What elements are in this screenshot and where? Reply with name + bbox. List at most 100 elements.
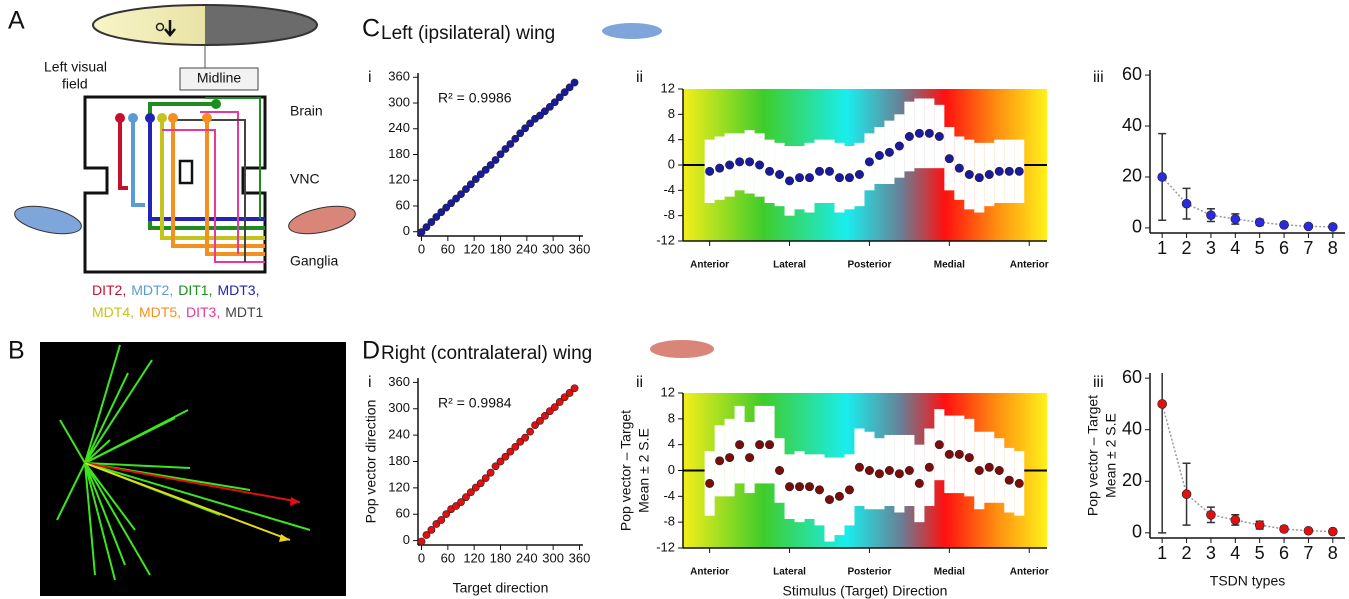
region-label: VNC xyxy=(290,171,320,187)
data-point xyxy=(1328,222,1338,232)
x-tick-label: 4 xyxy=(1230,238,1240,258)
data-point xyxy=(864,465,874,475)
y-tick-label: 40 xyxy=(1122,115,1142,135)
data-point xyxy=(442,203,451,212)
data-point xyxy=(427,525,436,534)
data-point xyxy=(471,175,480,183)
data-point xyxy=(795,173,805,183)
y-axis-label: Mean ± 2 S.E xyxy=(636,428,652,513)
neuron-paths xyxy=(118,97,265,263)
x-tick-label: 1 xyxy=(1157,238,1167,258)
subpanel-label: ii xyxy=(636,69,643,86)
section-title: Left (ipsilateral) wing xyxy=(381,23,555,44)
x-tick-label: 60 xyxy=(441,550,455,565)
data-point xyxy=(496,457,505,466)
right-wing-icon xyxy=(650,340,714,358)
data-point xyxy=(1014,166,1024,176)
data-point xyxy=(934,132,944,142)
data-point xyxy=(884,465,894,475)
y-tick-label: -12 xyxy=(656,232,675,247)
subpanel-label: iii xyxy=(1093,374,1104,391)
data-point xyxy=(541,412,549,420)
data-point xyxy=(994,166,1004,176)
data-point xyxy=(785,482,795,492)
data-point xyxy=(501,452,510,461)
data-point xyxy=(974,465,984,475)
y-tick-label: 20 xyxy=(1122,470,1142,490)
x-tick-label: 6 xyxy=(1279,543,1289,563)
data-point xyxy=(944,154,954,164)
data-point xyxy=(526,427,535,436)
x-tick-label: 360 xyxy=(569,550,591,565)
data-point xyxy=(954,449,964,459)
data-point xyxy=(1181,198,1192,209)
x-axis-label: Stimulus (Target) Direction xyxy=(783,583,948,599)
data-point xyxy=(1004,166,1014,176)
data-point xyxy=(1328,526,1338,537)
data-point xyxy=(462,493,470,502)
data-point xyxy=(964,170,974,180)
data-point xyxy=(550,403,559,412)
data-point xyxy=(805,482,815,492)
data-point xyxy=(814,485,824,495)
y-tick-label: 0 xyxy=(668,156,675,171)
data-point xyxy=(1004,475,1014,485)
data-point xyxy=(417,228,426,237)
data-point xyxy=(994,465,1004,475)
data-point xyxy=(1303,525,1314,536)
data-point xyxy=(545,102,554,111)
data-point xyxy=(1254,520,1265,530)
y-tick-label: 8 xyxy=(668,410,675,425)
data-point xyxy=(765,166,775,176)
data-point xyxy=(904,132,914,142)
data-point xyxy=(516,129,525,138)
x-tick-label: Posterior xyxy=(847,260,891,271)
data-point xyxy=(805,173,815,183)
data-point xyxy=(984,170,994,180)
neuron-name: MDT1 xyxy=(225,304,263,320)
data-point xyxy=(924,462,934,472)
x-tick-label: 240 xyxy=(516,550,538,565)
data-point xyxy=(914,128,924,138)
x-tick-label: 2 xyxy=(1182,238,1192,258)
data-point xyxy=(884,147,894,157)
x-tick-label: 120 xyxy=(463,550,485,565)
data-point xyxy=(765,440,775,450)
y-tick-label: 300 xyxy=(388,400,410,415)
x-tick-label: 360 xyxy=(569,241,591,256)
y-tick-label: 240 xyxy=(388,427,410,442)
data-point xyxy=(422,223,431,231)
x-tick-label: 2 xyxy=(1182,543,1192,563)
y-tick-label: 0 xyxy=(668,462,675,477)
data-point xyxy=(1230,214,1241,224)
x-axis-label: Target direction xyxy=(453,580,549,596)
data-point xyxy=(705,478,715,488)
data-point xyxy=(422,531,431,539)
y-tick-label: 360 xyxy=(388,374,410,389)
x-tick-label: 180 xyxy=(490,550,512,565)
trend-line xyxy=(1161,403,1333,533)
x-tick-label: 0 xyxy=(418,550,425,565)
data-point xyxy=(501,145,510,153)
subpanel-label: i xyxy=(368,69,372,86)
data-point xyxy=(536,111,544,120)
data-point xyxy=(824,166,834,176)
neuron-name: DIT1, xyxy=(178,282,212,298)
data-point xyxy=(1230,515,1241,525)
right-wing xyxy=(288,205,356,235)
data-point xyxy=(954,163,964,173)
y-tick-label: -12 xyxy=(656,539,675,554)
data-point xyxy=(466,180,475,189)
data-point xyxy=(984,462,994,472)
y-axis-label: Mean ± 2 S.E xyxy=(1103,413,1119,498)
data-point xyxy=(904,465,914,475)
visual-field-label: Left visual xyxy=(44,59,107,75)
data-point xyxy=(735,157,745,167)
data-point xyxy=(481,165,490,174)
data-point xyxy=(725,160,735,170)
data-point xyxy=(924,128,934,138)
y-tick-label: 0 xyxy=(1132,217,1142,237)
data-point xyxy=(735,440,745,450)
annotation: R² = 0.9986 xyxy=(438,90,512,106)
